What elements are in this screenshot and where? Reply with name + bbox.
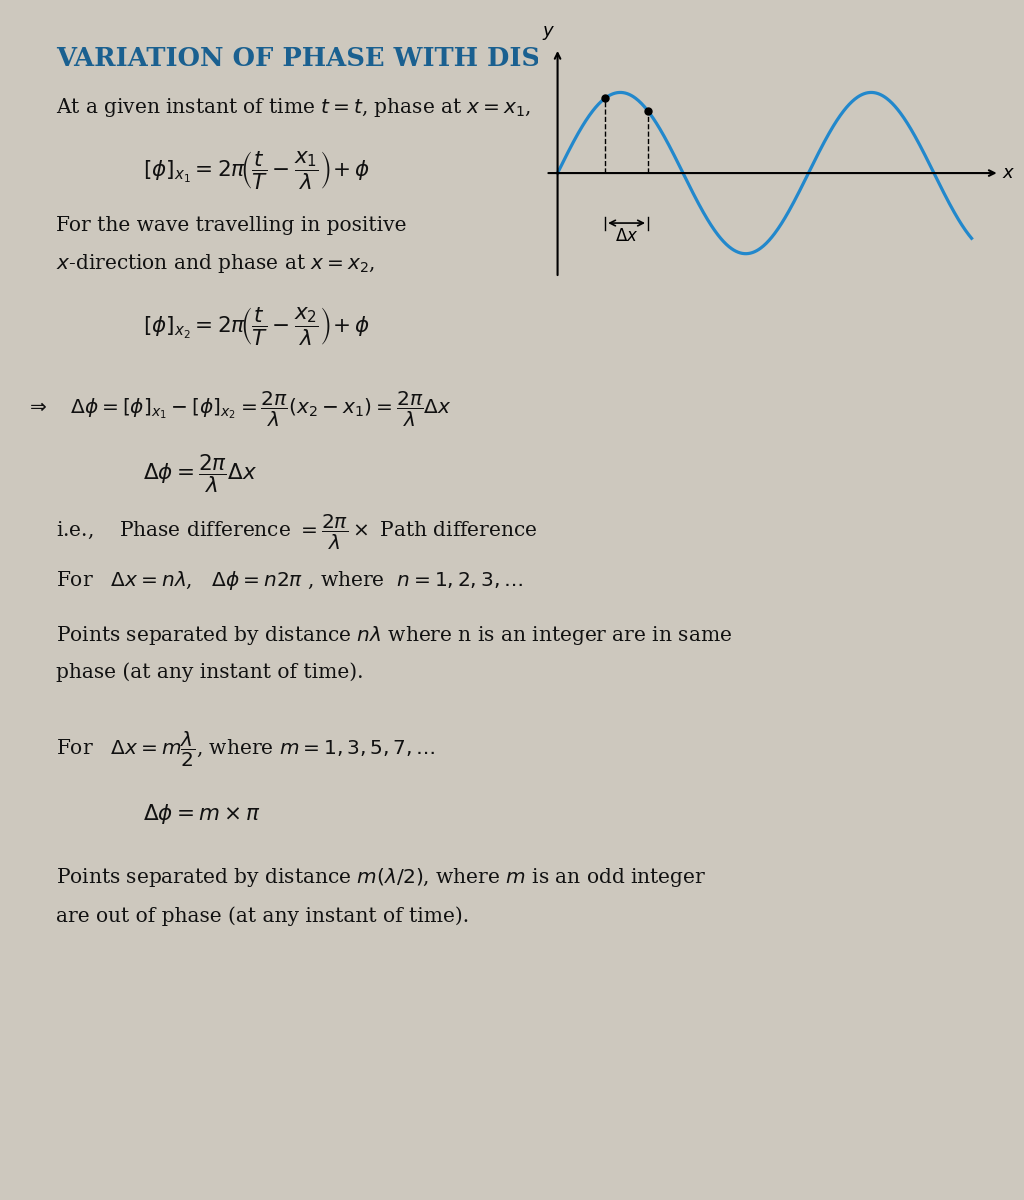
Text: VARIATION OF PHASE WITH DISTANCE: VARIATION OF PHASE WITH DISTANCE (56, 46, 642, 71)
Text: i.e.,    Phase difference $= \dfrac{2\pi}{\lambda}\times$ Path difference: i.e., Phase difference $= \dfrac{2\pi}{\… (56, 512, 538, 552)
Text: $\Delta\phi = m\times\pi$: $\Delta\phi = m\times\pi$ (143, 802, 261, 826)
Text: $\Rightarrow\quad \Delta\phi = [\phi]_{x_1} - [\phi]_{x_2} = \dfrac{2\pi}{\lambd: $\Rightarrow\quad \Delta\phi = [\phi]_{x… (26, 390, 452, 430)
Text: $\Delta\phi = \dfrac{2\pi}{\lambda}\Delta x$: $\Delta\phi = \dfrac{2\pi}{\lambda}\Delt… (143, 452, 258, 496)
Text: $x$-direction and phase at $x = x_2$,: $x$-direction and phase at $x = x_2$, (56, 252, 375, 275)
Text: For the wave travelling in positive: For the wave travelling in positive (56, 216, 407, 235)
Text: Points separated by distance $n\lambda$ where n is an integer are in same: Points separated by distance $n\lambda$ … (56, 624, 732, 647)
Text: $\Delta x$: $\Delta x$ (614, 228, 638, 245)
Text: phase (at any instant of time).: phase (at any instant of time). (56, 662, 364, 682)
Text: For   $\Delta x = n\lambda$,   $\Delta\phi = n2\pi$ , where  $n = 1, 2, 3, \ldot: For $\Delta x = n\lambda$, $\Delta\phi =… (56, 569, 523, 592)
Text: $[\phi]_{x_2} = 2\pi\!\left(\dfrac{t}{T} - \dfrac{x_2}{\lambda}\right)\!+\phi$: $[\phi]_{x_2} = 2\pi\!\left(\dfrac{t}{T}… (143, 306, 371, 348)
Text: For   $\Delta x = m\dfrac{\lambda}{2}$, where $m = 1, 3, 5, 7, \ldots$: For $\Delta x = m\dfrac{\lambda}{2}$, wh… (56, 730, 436, 769)
Text: $x$: $x$ (1001, 164, 1015, 182)
Text: $y$: $y$ (543, 24, 556, 42)
Text: Points separated by distance $m(\lambda/2)$, where $m$ is an odd integer: Points separated by distance $m(\lambda/… (56, 866, 707, 889)
Text: are out of phase (at any instant of time).: are out of phase (at any instant of time… (56, 906, 469, 925)
Text: $[\phi]_{x_1} = 2\pi\!\left(\dfrac{t}{T} - \dfrac{x_1}{\lambda}\right)\!+\phi$: $[\phi]_{x_1} = 2\pi\!\left(\dfrac{t}{T}… (143, 150, 371, 192)
Text: At a given instant of time $t = t$, phase at $x = x_1$,: At a given instant of time $t = t$, phas… (56, 96, 531, 119)
